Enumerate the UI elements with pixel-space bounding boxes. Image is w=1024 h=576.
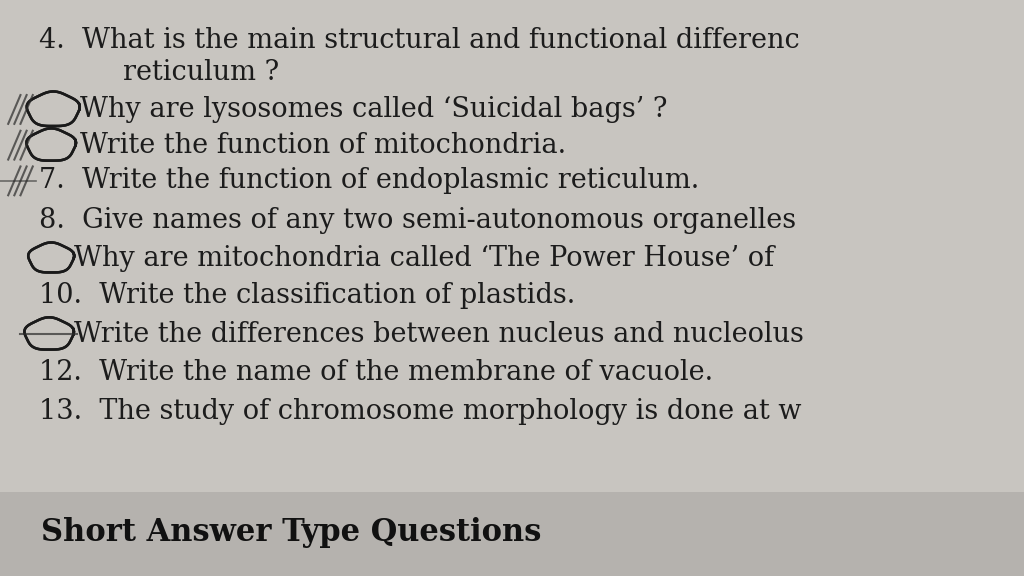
Text: 10.  Write the classification of plastids.: 10. Write the classification of plastids…: [39, 282, 575, 309]
Text: Why are lysosomes called ‘Suicidal bags’ ?: Why are lysosomes called ‘Suicidal bags’…: [80, 96, 668, 123]
Text: Why are mitochondria called ‘The Power House’ of: Why are mitochondria called ‘The Power H…: [74, 245, 774, 271]
Text: 13.  The study of chromosome morphology is done at w: 13. The study of chromosome morphology i…: [39, 399, 802, 425]
FancyBboxPatch shape: [0, 492, 1024, 576]
Text: reticulum ?: reticulum ?: [123, 59, 280, 86]
Text: Write the differences between nucleus and nucleolus: Write the differences between nucleus an…: [74, 321, 804, 347]
Text: 4.  What is the main structural and functional differenc: 4. What is the main structural and funct…: [39, 27, 800, 54]
Text: Short Answer Type Questions: Short Answer Type Questions: [41, 517, 542, 548]
Text: 12.  Write the name of the membrane of vacuole.: 12. Write the name of the membrane of va…: [39, 359, 713, 386]
Text: 8.  Give names of any two semi-autonomous organelles: 8. Give names of any two semi-autonomous…: [39, 207, 796, 234]
Text: Write the function of mitochondria.: Write the function of mitochondria.: [80, 132, 566, 158]
Text: 7.  Write the function of endoplasmic reticulum.: 7. Write the function of endoplasmic ret…: [39, 168, 699, 194]
